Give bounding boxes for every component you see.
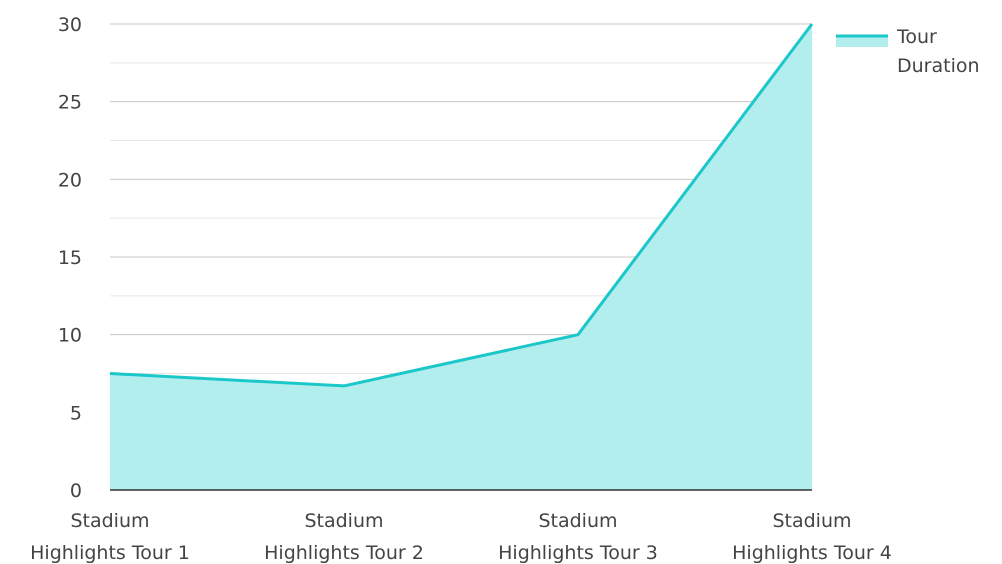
series-line [109,23,814,388]
y-axis-ticks: 0 5 10 15 20 25 30 [58,14,82,502]
y-tick-label: 15 [58,247,82,269]
legend-swatch [836,35,888,47]
y-tick-label: 25 [58,92,82,114]
y-tick-label: 20 [58,169,82,191]
series-area-fill [110,24,812,490]
x-category-label: Stadium Highlights Tour 1 [30,510,190,564]
y-tick-label: 0 [70,480,82,502]
data-points [109,23,813,387]
y-tick-label: 30 [58,14,82,36]
x-category-label: Stadium Highlights Tour 3 [498,510,658,564]
x-category-label: Stadium Highlights Tour 4 [732,510,892,564]
x-axis-categories: Stadium Highlights Tour 1 Stadium Highlight… [30,510,892,564]
legend-label-line-2: Duration [897,55,980,77]
legend: Tour Duration [836,26,980,77]
y-tick-label: 10 [58,325,82,347]
x-category-label: Stadium Highlights Tour 2 [264,510,424,564]
legend-label-line-1: Tour [896,26,937,48]
y-tick-label: 5 [70,402,82,424]
